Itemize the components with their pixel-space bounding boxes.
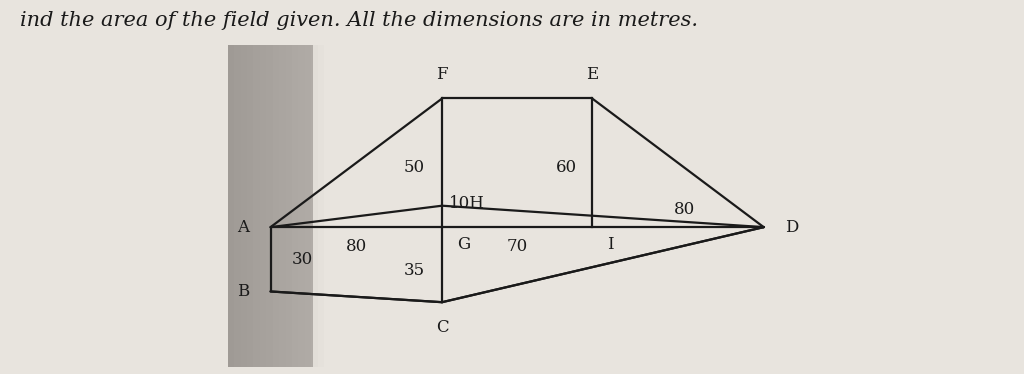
Bar <box>298 45 305 367</box>
Text: A: A <box>238 219 249 236</box>
Text: C: C <box>436 319 449 336</box>
Bar <box>317 45 325 367</box>
Text: G: G <box>457 236 470 253</box>
Text: D: D <box>785 219 799 236</box>
Bar <box>305 45 311 367</box>
Bar <box>266 45 272 367</box>
Text: 80: 80 <box>674 202 695 218</box>
Bar <box>247 45 253 367</box>
Bar <box>234 45 241 367</box>
Bar <box>311 45 317 367</box>
Text: F: F <box>436 67 447 83</box>
Bar <box>260 45 266 367</box>
Text: ind the area of the field given. All the dimensions are in metres.: ind the area of the field given. All the… <box>20 11 698 30</box>
Text: 70: 70 <box>507 238 527 255</box>
Bar <box>286 45 292 367</box>
Bar <box>272 45 280 367</box>
Text: 50: 50 <box>403 159 425 176</box>
Bar <box>227 45 234 367</box>
Text: E: E <box>586 67 598 83</box>
Text: 30: 30 <box>292 251 313 268</box>
Bar <box>292 45 298 367</box>
Text: 60: 60 <box>556 159 578 176</box>
Bar <box>280 45 286 367</box>
Polygon shape <box>227 45 313 367</box>
Text: B: B <box>237 283 249 300</box>
Text: I: I <box>607 236 613 253</box>
Bar <box>241 45 247 367</box>
Text: 10H: 10H <box>449 195 484 212</box>
Text: 80: 80 <box>346 238 367 255</box>
Text: 35: 35 <box>403 261 425 279</box>
Bar <box>253 45 260 367</box>
